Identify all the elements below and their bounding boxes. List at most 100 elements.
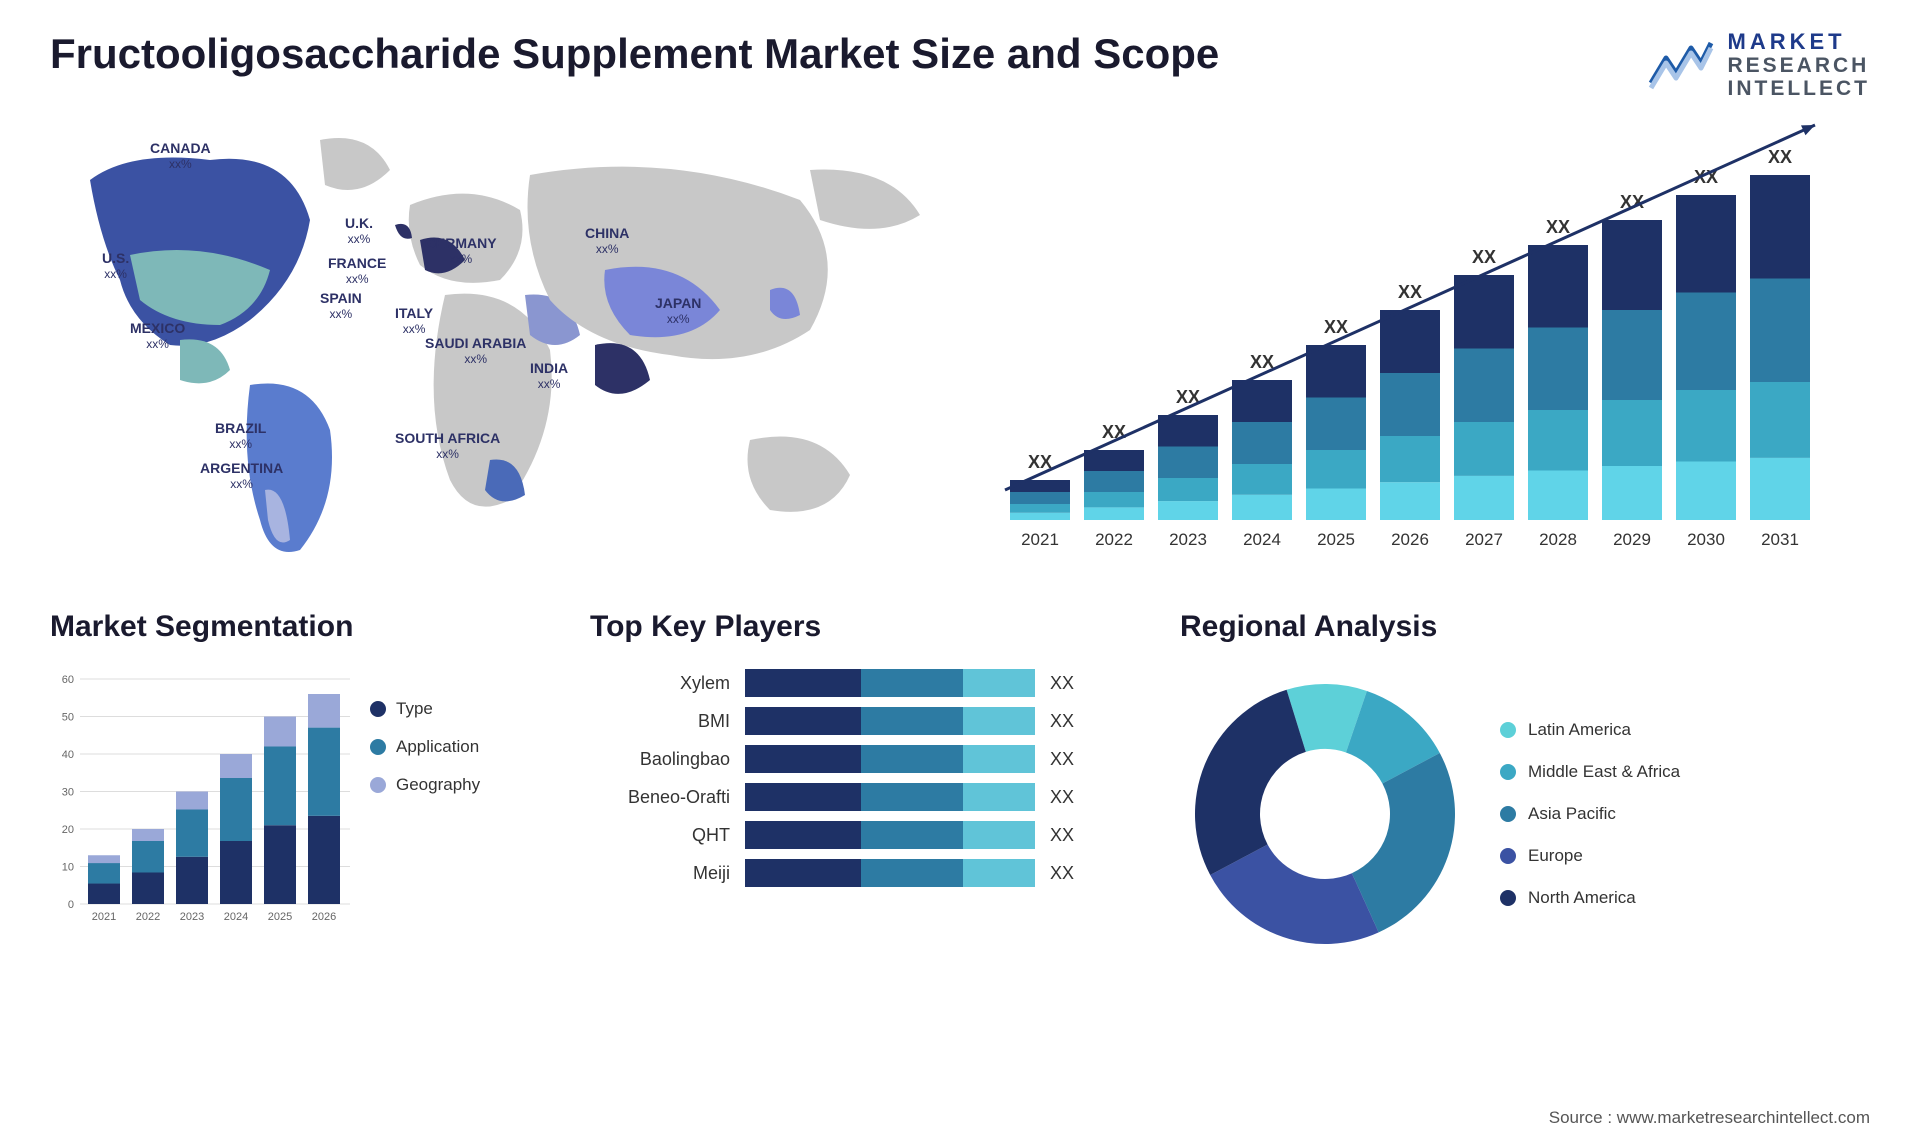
player-name: Meiji [590, 863, 730, 884]
player-bar-segment [861, 859, 963, 887]
player-row: BaolingbaoXX [590, 745, 1130, 773]
growth-year-label: 2030 [1687, 530, 1725, 549]
player-bar-segment [963, 745, 1036, 773]
map-label-name: GERMANY [425, 235, 497, 252]
player-value: XX [1050, 863, 1074, 884]
player-value: XX [1050, 749, 1074, 770]
player-bar-segment [861, 821, 963, 849]
regional-donut-chart [1180, 669, 1470, 959]
map-label-pct: xx% [345, 232, 373, 246]
growth-year-label: 2022 [1095, 530, 1133, 549]
map-label: U.K.xx% [345, 215, 373, 246]
logo-line-2: RESEARCH [1728, 54, 1871, 77]
map-label: U.S.xx% [102, 250, 129, 281]
growth-bar-value: XX [1768, 147, 1792, 167]
map-label: FRANCExx% [328, 255, 386, 286]
players-title: Top Key Players [590, 610, 1130, 644]
world-map-panel: CANADAxx%U.S.xx%MEXICOxx%BRAZILxx%ARGENT… [50, 120, 950, 560]
player-row: Meiji XX [590, 859, 1130, 887]
regional-legend-item: Europe [1500, 846, 1680, 866]
map-label-name: BRAZIL [215, 420, 266, 437]
player-bar-segment [861, 783, 963, 811]
map-label-pct: xx% [320, 307, 362, 321]
map-label: JAPANxx% [655, 295, 701, 326]
regional-title: Regional Analysis [1180, 610, 1870, 644]
player-bar [745, 821, 1035, 849]
legend-swatch [1500, 806, 1516, 822]
map-label-name: SOUTH AFRICA [395, 430, 500, 447]
map-label: CANADAxx% [150, 140, 211, 171]
player-bar [745, 669, 1035, 697]
player-bar-segment [963, 669, 1036, 697]
player-bar-segment [963, 859, 1036, 887]
map-label: SAUDI ARABIAxx% [425, 335, 526, 366]
growth-bar-value: XX [1324, 317, 1348, 337]
map-label-pct: xx% [102, 267, 129, 281]
player-bar [745, 745, 1035, 773]
map-label-name: CHINA [585, 225, 629, 242]
player-name: Xylem [590, 673, 730, 694]
growth-year-label: 2031 [1761, 530, 1799, 549]
player-bar-segment [861, 745, 963, 773]
player-row: QHTXX [590, 821, 1130, 849]
map-label: GERMANYxx% [425, 235, 497, 266]
svg-text:2023: 2023 [180, 911, 204, 923]
player-bar-segment [745, 783, 861, 811]
map-label-name: SAUDI ARABIA [425, 335, 526, 352]
legend-label: North America [1528, 888, 1636, 908]
growth-year-label: 2026 [1391, 530, 1429, 549]
svg-text:2024: 2024 [224, 911, 248, 923]
player-bar-segment [963, 821, 1036, 849]
growth-bar-value: XX [1546, 217, 1570, 237]
player-bar [745, 783, 1035, 811]
segmentation-legend-item: Geography [370, 775, 480, 795]
legend-label: Type [396, 699, 433, 719]
legend-label: Application [396, 737, 479, 757]
map-label-pct: xx% [425, 252, 497, 266]
svg-text:60: 60 [62, 674, 74, 686]
players-panel: Top Key Players XylemXXBMIXXBaolingbaoXX… [590, 610, 1130, 959]
svg-text:10: 10 [62, 862, 74, 874]
player-name: BMI [590, 711, 730, 732]
svg-text:20: 20 [62, 824, 74, 836]
map-label: BRAZILxx% [215, 420, 266, 451]
growth-year-label: 2025 [1317, 530, 1355, 549]
growth-chart-panel: XX2021XX2022XX2023XX2024XX2025XX2026XX20… [990, 120, 1870, 560]
map-label-name: MEXICO [130, 320, 185, 337]
map-label-name: JAPAN [655, 295, 701, 312]
legend-swatch [1500, 890, 1516, 906]
legend-swatch [370, 701, 386, 717]
map-label-pct: xx% [200, 477, 283, 491]
regional-panel: Regional Analysis Latin America Middle Ea… [1180, 610, 1870, 959]
segmentation-bar-chart: 0102030405060202120222023202420252026 [50, 669, 350, 929]
top-row: CANADAxx%U.S.xx%MEXICOxx%BRAZILxx%ARGENT… [50, 120, 1870, 560]
svg-text:2026: 2026 [312, 911, 336, 923]
growth-year-label: 2029 [1613, 530, 1651, 549]
svg-text:0: 0 [68, 899, 74, 911]
map-label-name: U.S. [102, 250, 129, 267]
source-attribution: Source : www.marketresearchintellect.com [1549, 1108, 1870, 1128]
segmentation-legend: Type Application Geography [370, 669, 480, 929]
map-label-pct: xx% [130, 337, 185, 351]
legend-swatch [370, 739, 386, 755]
map-label-pct: xx% [425, 352, 526, 366]
player-bar [745, 859, 1035, 887]
growth-bar-value: XX [1102, 422, 1126, 442]
regional-legend-item: Latin America [1500, 720, 1680, 740]
legend-label: Middle East & Africa [1528, 762, 1680, 782]
map-label: SPAINxx% [320, 290, 362, 321]
map-label-pct: xx% [215, 437, 266, 451]
map-label-pct: xx% [585, 242, 629, 256]
map-label-name: SPAIN [320, 290, 362, 307]
player-bar [745, 707, 1035, 735]
map-label-pct: xx% [655, 312, 701, 326]
player-value: XX [1050, 673, 1074, 694]
map-label-pct: xx% [328, 272, 386, 286]
map-label-name: FRANCE [328, 255, 386, 272]
growth-year-label: 2021 [1021, 530, 1059, 549]
map-label-name: INDIA [530, 360, 568, 377]
player-bar-segment [745, 859, 861, 887]
player-value: XX [1050, 787, 1074, 808]
map-label: CHINAxx% [585, 225, 629, 256]
map-label: ITALYxx% [395, 305, 433, 336]
